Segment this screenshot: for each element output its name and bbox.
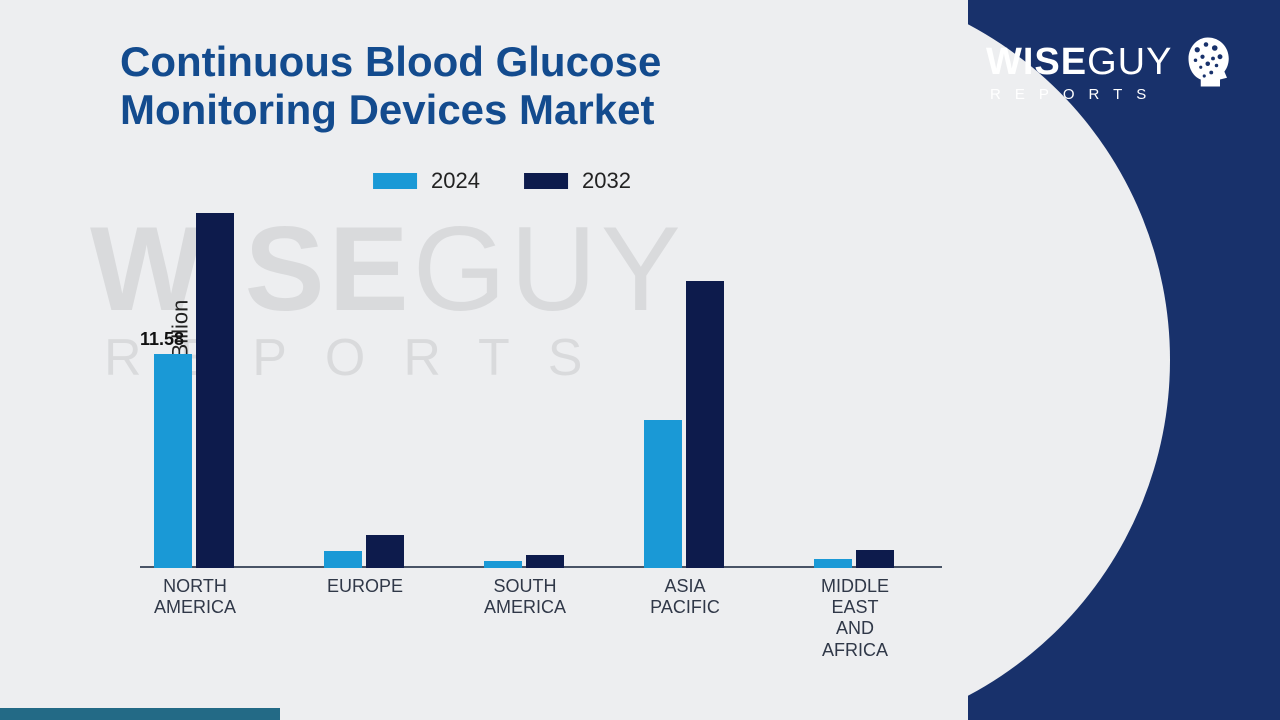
value-label-na: 11.58 [140,329,184,350]
plot-area: 11.58NORTHAMERICAEUROPESOUTHAMERICAASIAP… [140,198,942,568]
bar-chart: Market Size in USD Billion 2024 2032 11.… [62,168,942,688]
legend-label-2032: 2032 [582,168,631,194]
category-label-mea: MIDDLEEASTANDAFRICA [785,576,925,661]
category-label-eu: EUROPE [295,576,435,597]
bar-2032-ap [686,281,724,568]
bottom-accent-strip [0,708,280,720]
category-label-na: NORTHAMERICA [125,576,265,618]
figure-canvas: WISEGUY REPORTS Continuous Blood Glucose… [0,0,1280,720]
bar-2024-ap [644,420,682,568]
logo-text-bold: WISE [986,41,1087,84]
legend: 2024 2032 [373,168,631,194]
bar-2032-na [196,213,234,568]
bar-2032-eu [366,535,404,568]
legend-label-2024: 2024 [431,168,480,194]
category-label-sa: SOUTHAMERICA [455,576,595,618]
legend-item-2024: 2024 [373,168,480,194]
head-icon [1178,34,1234,90]
bar-2024-mea [814,559,852,568]
bar-2024-na [154,354,192,568]
category-label-ap: ASIAPACIFIC [615,576,755,618]
legend-item-2032: 2032 [524,168,631,194]
bar-2032-mea [856,550,894,569]
legend-swatch-2032 [524,173,568,189]
logo-text-light: GUY [1087,41,1172,84]
bar-2024-eu [324,551,362,568]
brand-logo: WISEGUY REPORTS [986,34,1256,103]
chart-title: Continuous Blood Glucose Monitoring Devi… [120,38,880,135]
bar-2024-sa [484,561,522,568]
legend-swatch-2024 [373,173,417,189]
bar-2032-sa [526,555,564,568]
